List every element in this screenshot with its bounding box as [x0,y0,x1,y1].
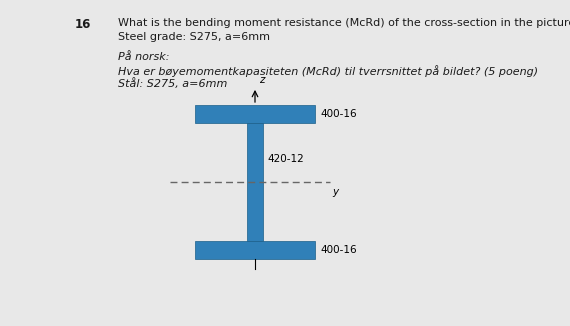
Text: 16: 16 [75,18,91,31]
Text: 400-16: 400-16 [320,245,357,255]
Text: y: y [332,187,338,197]
Text: z: z [259,75,264,85]
Bar [195,241,315,259]
Text: 420-12: 420-12 [267,154,304,164]
Text: Stål: S275, a=6mm: Stål: S275, a=6mm [118,78,227,89]
Text: Hva er bøyemomentkapasiteten (McRd) til tverrsnittet på bildet? (5 poeng): Hva er bøyemomentkapasiteten (McRd) til … [118,65,538,77]
Text: Steel grade: S275, a=6mm: Steel grade: S275, a=6mm [118,32,270,42]
Text: 400-16: 400-16 [320,109,357,119]
Text: På norsk:: På norsk: [118,52,169,62]
Bar [195,105,315,123]
Text: What is the bending moment resistance (McRd) of the cross-section in the picture: What is the bending moment resistance (M… [118,18,570,28]
Bar [247,123,263,241]
